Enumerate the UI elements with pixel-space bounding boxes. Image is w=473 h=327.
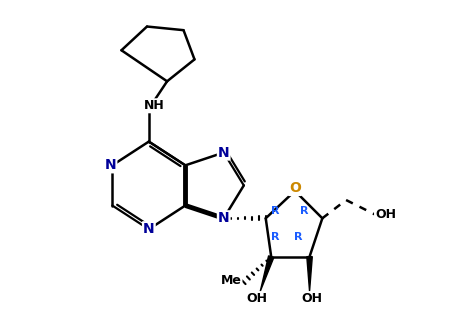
Polygon shape: [260, 256, 274, 291]
Text: N: N: [218, 211, 229, 225]
Text: R: R: [300, 206, 308, 216]
Text: N: N: [105, 158, 116, 172]
Text: OH: OH: [246, 292, 267, 305]
Text: OH: OH: [375, 208, 396, 221]
Text: R: R: [271, 232, 279, 242]
Text: N: N: [143, 222, 155, 236]
Text: N: N: [218, 146, 229, 160]
Text: OH: OH: [301, 292, 322, 305]
Text: NH: NH: [144, 99, 165, 112]
Text: R: R: [294, 232, 303, 242]
Text: O: O: [289, 181, 301, 195]
Text: Me: Me: [220, 274, 241, 287]
Text: R: R: [271, 206, 279, 216]
Polygon shape: [307, 257, 312, 291]
